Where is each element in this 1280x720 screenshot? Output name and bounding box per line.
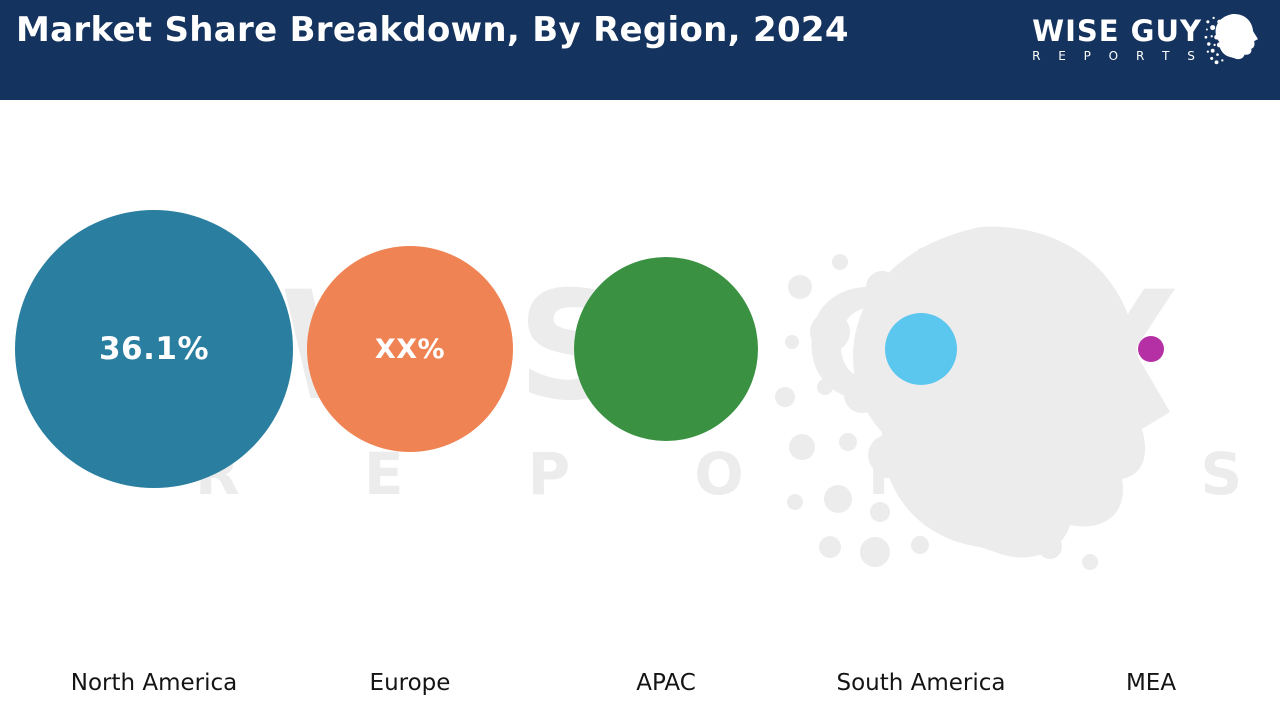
- bubble-layer: 36.1% North America XX% Europe APAC South Ame…: [0, 100, 1280, 720]
- logo-text: WISE GUY R E P O R T S: [1032, 14, 1202, 64]
- wiseguy-logo: WISE GUY R E P O R T S: [1032, 13, 1258, 100]
- bubble-south-america: [885, 313, 957, 385]
- bubble-chart: WISE GUY R E P O R T S 36.1%Nor: [0, 100, 1280, 720]
- logo-head-icon: [1204, 13, 1258, 65]
- bubble-mea: [1138, 336, 1164, 362]
- bubble-north-america: 36.1%: [15, 210, 293, 488]
- region-label-apac: APAC: [636, 670, 696, 696]
- logo-wordmark: WISE GUY: [1032, 14, 1202, 48]
- bubble-apac: [574, 257, 758, 441]
- region-label-europe: Europe: [369, 670, 451, 696]
- region-label-north-america: North America: [70, 670, 238, 696]
- region-label-mea: MEA: [1125, 670, 1177, 696]
- region-label-south-america: South America: [836, 670, 1006, 696]
- bubble-europe: XX%: [307, 246, 513, 452]
- page-title: Market Share Breakdown, By Region, 2024: [16, 10, 849, 50]
- bubble-value-north-america: 36.1%: [98, 331, 210, 367]
- header: Market Share Breakdown, By Region, 2024 …: [0, 0, 1280, 100]
- logo-subtext: R E P O R T S: [1032, 49, 1202, 64]
- watermark-head-icon: [775, 226, 1170, 570]
- bubble-value-europe: XX%: [374, 333, 446, 365]
